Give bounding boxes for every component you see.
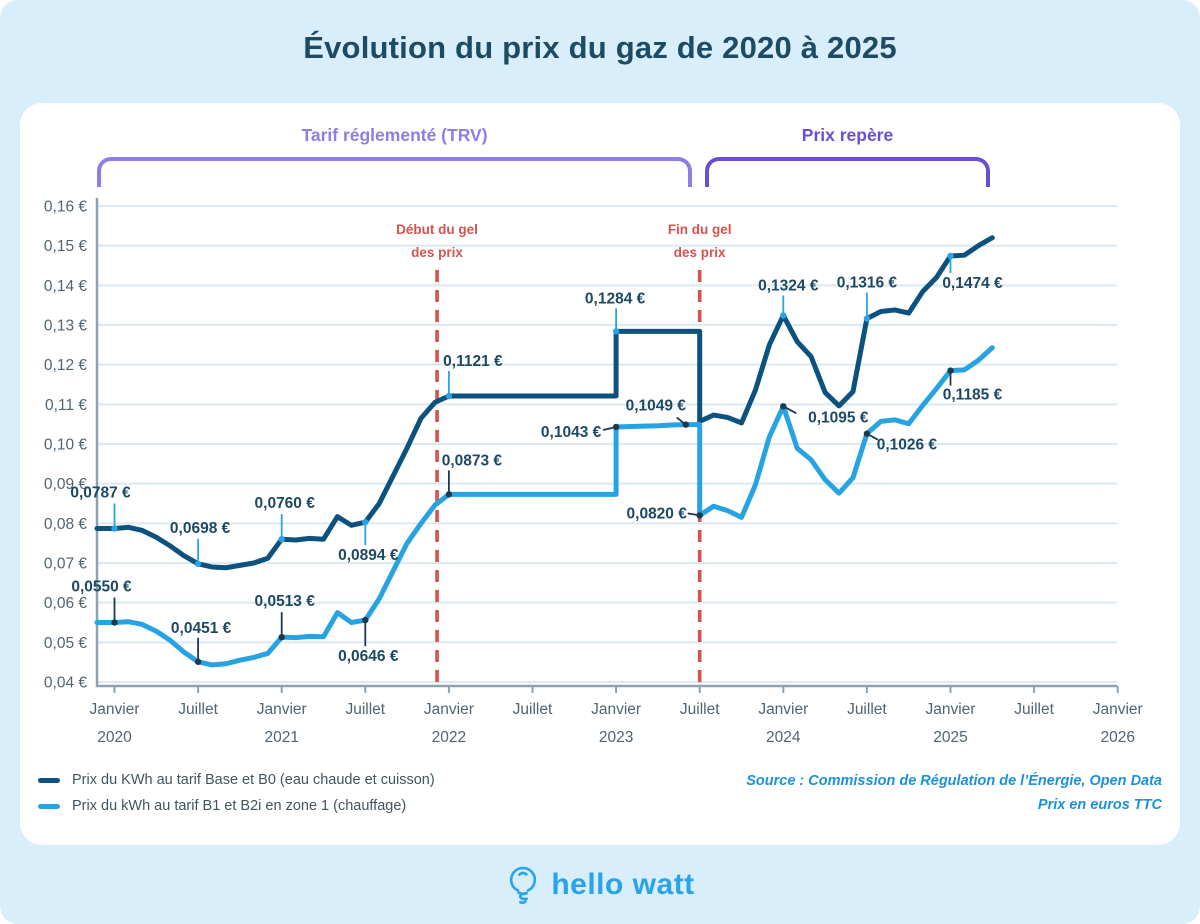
svg-text:0,0873 €: 0,0873 € — [442, 452, 503, 469]
svg-text:0,1324 €: 0,1324 € — [758, 277, 819, 294]
legend-item-base-b0: Prix du KWh au tarif Base et B0 (eau cha… — [38, 767, 435, 793]
source-line-1: Source : Commission de Régulation de l’É… — [746, 773, 1162, 789]
svg-text:0,0820 €: 0,0820 € — [627, 505, 688, 522]
chart-card: Tarif réglementé (TRV) Prix repère 0,04 … — [20, 103, 1180, 845]
lightbulb-icon — [510, 866, 537, 904]
svg-text:0,1043 €: 0,1043 € — [541, 424, 602, 441]
svg-text:0,1121 €: 0,1121 € — [443, 353, 503, 370]
svg-text:0,07 €: 0,07 € — [44, 556, 87, 573]
legend-item-b1-b2i: Prix du kWh au tarif B1 et B2i en zone 1… — [38, 793, 435, 819]
svg-text:0,10 €: 0,10 € — [44, 437, 87, 454]
legend-swatch-b1-b2i-icon — [38, 803, 60, 809]
svg-text:0,08 €: 0,08 € — [44, 516, 87, 533]
svg-text:des prix: des prix — [411, 245, 463, 260]
svg-text:0,12 €: 0,12 € — [44, 357, 87, 374]
svg-text:0,16 €: 0,16 € — [44, 199, 87, 216]
svg-text:Fin du gel: Fin du gel — [668, 222, 732, 237]
legend-swatch-base-b0-icon — [38, 777, 60, 783]
svg-text:Janvier: Janvier — [926, 701, 976, 718]
bracket-label-trv: Tarif réglementé (TRV) — [301, 125, 488, 145]
svg-text:2024: 2024 — [766, 729, 801, 746]
legend-label-b1-b2i: Prix du kWh au tarif B1 et B2i en zone 1… — [72, 798, 407, 814]
svg-text:0,1185 €: 0,1185 € — [943, 387, 1003, 404]
svg-text:2020: 2020 — [97, 729, 132, 746]
footer: hello watt — [0, 845, 1200, 924]
svg-text:des prix: des prix — [674, 245, 726, 260]
svg-text:0,0550 €: 0,0550 € — [71, 579, 132, 596]
svg-text:0,0451 €: 0,0451 € — [171, 620, 232, 637]
svg-text:Janvier: Janvier — [90, 701, 140, 718]
bracket-label-prix-repere: Prix repère — [801, 125, 894, 145]
svg-text:Janvier: Janvier — [424, 701, 474, 718]
chart-legend: Prix du KWh au tarif Base et B0 (eau cha… — [38, 767, 435, 819]
svg-text:2026: 2026 — [1100, 729, 1134, 746]
svg-text:2021: 2021 — [264, 729, 298, 746]
source-line-2: Prix en euros TTC — [1037, 797, 1162, 813]
svg-text:Juillet: Juillet — [680, 701, 720, 718]
bracket-trv — [97, 157, 692, 187]
svg-text:0,13 €: 0,13 € — [44, 318, 87, 335]
page-title: Évolution du prix du gaz de 2020 à 2025 — [303, 30, 897, 65]
svg-text:0,06 €: 0,06 € — [44, 595, 87, 612]
svg-text:0,05 €: 0,05 € — [44, 635, 87, 652]
source-note: Source : Commission de Régulation de l’É… — [746, 769, 1162, 817]
svg-text:2023: 2023 — [599, 729, 633, 746]
svg-text:0,0894 €: 0,0894 € — [338, 547, 399, 564]
svg-text:Juillet: Juillet — [1014, 701, 1054, 718]
svg-text:Janvier: Janvier — [1093, 701, 1143, 718]
svg-text:0,1026 €: 0,1026 € — [877, 437, 938, 454]
legend-label-base-b0: Prix du KWh au tarif Base et B0 (eau cha… — [72, 772, 435, 788]
svg-text:0,1095 €: 0,1095 € — [808, 409, 869, 426]
svg-text:0,1474 €: 0,1474 € — [942, 275, 1003, 292]
gas-price-line-chart: 0,04 € 0,05 € 0,06 € 0,07 € 0,08 € 0,09 € 0,10… — [44, 198, 1143, 746]
svg-text:0,09 €: 0,09 € — [44, 476, 87, 493]
svg-text:0,0787 €: 0,0787 € — [70, 484, 131, 501]
bracket-prix-repere — [705, 157, 990, 187]
svg-text:0,11 €: 0,11 € — [45, 397, 87, 414]
svg-text:Janvier: Janvier — [758, 701, 808, 718]
svg-text:0,04 €: 0,04 € — [44, 675, 87, 692]
svg-text:2025: 2025 — [933, 729, 967, 746]
svg-text:0,0760 €: 0,0760 € — [255, 495, 316, 512]
svg-text:0,1284 €: 0,1284 € — [585, 290, 646, 307]
svg-text:0,15 €: 0,15 € — [44, 238, 87, 255]
svg-text:Janvier: Janvier — [257, 701, 307, 718]
svg-text:Juillet: Juillet — [847, 701, 887, 718]
svg-text:0,1049 €: 0,1049 € — [626, 398, 687, 415]
svg-text:Janvier: Janvier — [591, 701, 641, 718]
svg-text:0,0646 €: 0,0646 € — [338, 648, 399, 665]
svg-text:0,14 €: 0,14 € — [44, 278, 87, 295]
svg-text:Juillet: Juillet — [178, 701, 218, 718]
svg-text:2022: 2022 — [432, 729, 466, 746]
svg-text:0,0513 €: 0,0513 € — [255, 593, 316, 610]
logo-wordmark: hello watt — [551, 867, 695, 901]
svg-text:Début du gel: Début du gel — [396, 222, 478, 237]
svg-text:Juillet: Juillet — [345, 701, 385, 718]
svg-text:0,1316 €: 0,1316 € — [837, 275, 898, 292]
svg-text:0,0698 €: 0,0698 € — [170, 520, 231, 537]
svg-text:Juillet: Juillet — [513, 701, 553, 718]
